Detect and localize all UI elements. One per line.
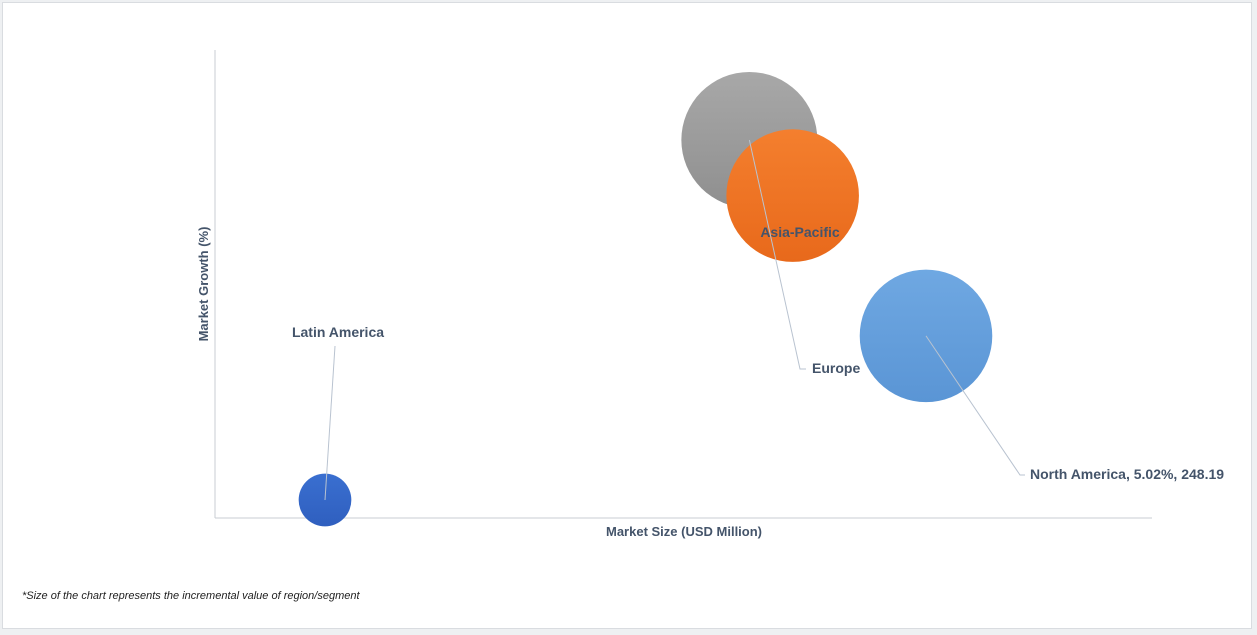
bubble-layer — [298, 72, 993, 527]
data-label-north-america: North America, 5.02%, 248.19 — [1030, 466, 1224, 482]
data-label-europe: Europe — [812, 360, 860, 376]
y-axis-label: Market Growth (%) — [196, 227, 211, 342]
leader-line-north-america — [925, 335, 1025, 476]
data-label-latin-america: Latin America — [292, 324, 384, 340]
leader-line-europe — [748, 139, 806, 370]
leader-line-latin-america — [324, 345, 336, 501]
data-label-layer: Latin America Europe Asia-Pacific North Ame… — [292, 224, 1224, 482]
leader-line-layer — [324, 139, 1025, 501]
x-axis-label: Market Size (USD Million) — [606, 524, 762, 539]
footnote: *Size of the chart represents the increm… — [22, 590, 360, 602]
data-label-asia-pacific: Asia-Pacific — [760, 224, 840, 240]
bubble-asia-pacific — [726, 129, 859, 262]
